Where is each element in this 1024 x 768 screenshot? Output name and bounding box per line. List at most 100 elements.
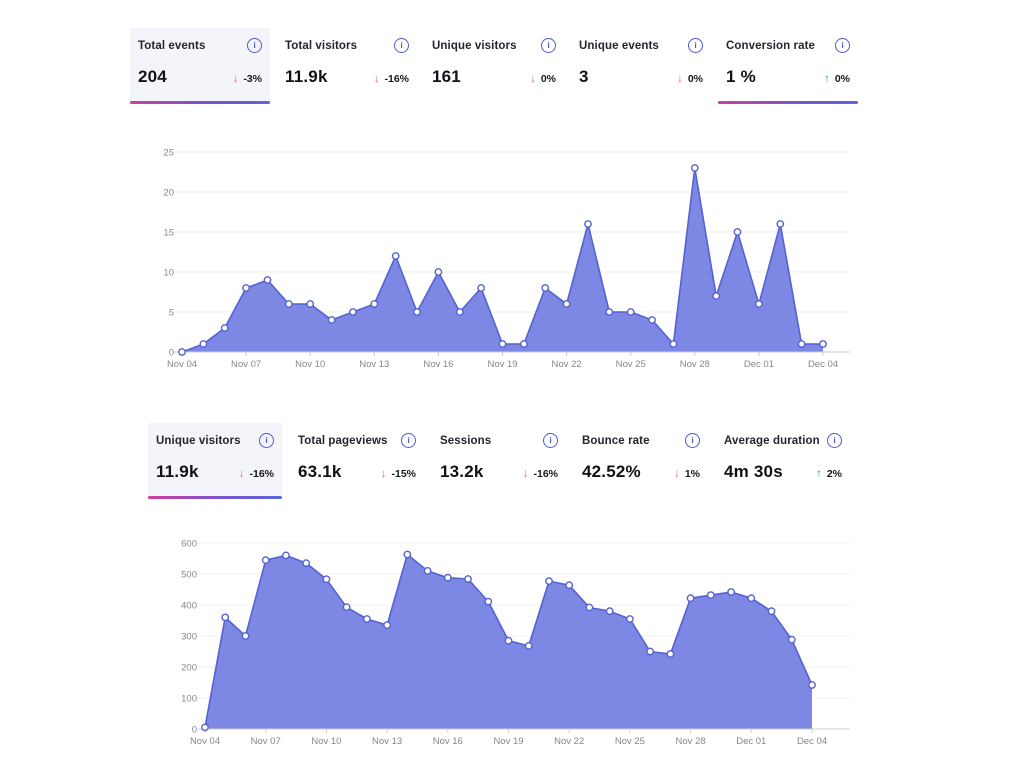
metric-label: Sessions	[440, 434, 492, 447]
arrow-down-icon: ↓	[674, 468, 680, 480]
svg-text:Nov 22: Nov 22	[552, 359, 582, 370]
info-icon[interactable]: i	[247, 38, 262, 53]
info-icon[interactable]: i	[394, 38, 409, 53]
arrow-down-icon: ↓	[232, 73, 239, 85]
svg-text:Nov 19: Nov 19	[487, 359, 517, 370]
svg-text:500: 500	[181, 570, 197, 581]
metric-card-conversion-rate[interactable]: Conversion rate i 1 % ↑ 0%	[718, 28, 858, 104]
svg-text:Nov 10: Nov 10	[311, 736, 341, 747]
svg-text:Nov 19: Nov 19	[493, 736, 523, 747]
arrow-down-icon: ↓	[522, 468, 529, 480]
metric-value: 11.9k	[285, 67, 328, 86]
metric-card-total-pageviews[interactable]: Total pageviews i 63.1k ↓ -15%	[290, 423, 424, 499]
metric-label: Conversion rate	[726, 39, 816, 52]
metric-card-total-events[interactable]: Total events i 204 ↓ -3%	[130, 28, 270, 104]
info-icon[interactable]: i	[827, 433, 842, 448]
svg-text:25: 25	[163, 148, 174, 159]
bottom-metrics-row: Unique visitors i 11.9k ↓ -16% Total pag…	[148, 423, 850, 499]
info-icon[interactable]: i	[688, 38, 703, 53]
metric-trend: ↓ -15%	[381, 468, 416, 480]
metric-value: 161	[432, 67, 461, 86]
svg-text:Nov 28: Nov 28	[676, 736, 706, 747]
trend-percent: -15%	[391, 468, 416, 480]
svg-text:0: 0	[192, 725, 197, 736]
svg-text:Dec 04: Dec 04	[808, 359, 838, 370]
metric-label: Average duration	[724, 434, 820, 447]
svg-text:Nov 13: Nov 13	[372, 736, 402, 747]
arrow-down-icon: ↓	[373, 73, 380, 85]
arrow-up-icon: ↑	[816, 468, 822, 480]
metric-card-total-visitors[interactable]: Total visitors i 11.9k ↓ -16%	[277, 28, 417, 104]
arrow-down-icon: ↓	[530, 73, 536, 85]
svg-text:Nov 16: Nov 16	[423, 359, 453, 370]
svg-text:Nov 28: Nov 28	[680, 359, 710, 370]
svg-text:Nov 25: Nov 25	[615, 736, 645, 747]
info-icon[interactable]: i	[541, 38, 556, 53]
metric-trend: ↑ 2%	[816, 468, 842, 480]
metric-trend: ↓ -16%	[523, 468, 558, 480]
metric-card-bounce-rate[interactable]: Bounce rate i 42.52% ↓ 1%	[574, 423, 708, 499]
info-icon[interactable]: i	[835, 38, 850, 53]
svg-text:100: 100	[181, 694, 197, 705]
metric-label: Unique events	[579, 39, 659, 52]
metric-label: Bounce rate	[582, 434, 650, 447]
trend-percent: -16%	[533, 468, 558, 480]
metric-label: Unique visitors	[156, 434, 241, 447]
metric-value: 3	[579, 67, 589, 86]
metric-value: 11.9k	[156, 462, 199, 481]
trend-percent: 0%	[540, 73, 556, 85]
svg-text:Nov 04: Nov 04	[190, 736, 220, 747]
trend-percent: -16%	[249, 468, 274, 480]
trend-percent: 2%	[826, 468, 842, 480]
metric-value: 204	[138, 67, 167, 86]
svg-text:Nov 04: Nov 04	[167, 359, 197, 370]
metric-label: Total pageviews	[298, 434, 388, 447]
arrow-down-icon: ↓	[677, 73, 683, 85]
metric-card-unique-visitors-bottom[interactable]: Unique visitors i 11.9k ↓ -16%	[148, 423, 282, 499]
top-metrics-row: Total events i 204 ↓ -3% Total visitors …	[130, 28, 858, 104]
metric-value: 42.52%	[582, 462, 641, 481]
svg-text:600: 600	[181, 539, 197, 550]
svg-text:Nov 16: Nov 16	[433, 736, 463, 747]
metric-label: Total events	[138, 39, 206, 52]
metric-card-average-duration[interactable]: Average duration i 4m 30s ↑ 2%	[716, 423, 850, 499]
info-icon[interactable]: i	[259, 433, 274, 448]
arrow-down-icon: ↓	[380, 468, 387, 480]
svg-text:Nov 10: Nov 10	[295, 359, 325, 370]
metric-trend: ↓ 0%	[530, 73, 556, 85]
selected-accent-bar	[718, 101, 858, 104]
metric-value: 4m 30s	[724, 462, 783, 481]
svg-text:Nov 25: Nov 25	[616, 359, 646, 370]
svg-text:Nov 13: Nov 13	[359, 359, 389, 370]
trend-percent: 1%	[684, 468, 700, 480]
svg-text:Nov 07: Nov 07	[251, 736, 281, 747]
svg-text:0: 0	[169, 348, 174, 359]
metric-card-unique-events[interactable]: Unique events i 3 ↓ 0%	[571, 28, 711, 104]
metric-label: Unique visitors	[432, 39, 517, 52]
svg-text:300: 300	[181, 632, 197, 643]
events-area-chart[interactable]: 0 5 10 15 20 25 Nov 04 Nov 07 Nov 10 Nov 13 Nov 16…	[150, 140, 860, 372]
metric-trend: ↓ 0%	[677, 73, 703, 85]
info-icon[interactable]: i	[401, 433, 416, 448]
metric-value: 1 %	[726, 67, 756, 86]
svg-text:200: 200	[181, 663, 197, 674]
info-icon[interactable]: i	[685, 433, 700, 448]
selected-accent-bar	[148, 496, 282, 499]
trend-percent: 0%	[834, 73, 850, 85]
metric-trend: ↓ -3%	[233, 73, 262, 85]
metric-card-sessions[interactable]: Sessions i 13.2k ↓ -16%	[432, 423, 566, 499]
metric-card-unique-visitors[interactable]: Unique visitors i 161 ↓ 0%	[424, 28, 564, 104]
trend-percent: -16%	[384, 73, 409, 85]
metric-trend: ↓ 1%	[674, 468, 700, 480]
arrow-down-icon: ↓	[238, 468, 245, 480]
metric-value: 63.1k	[298, 462, 342, 481]
svg-text:Nov 07: Nov 07	[231, 359, 261, 370]
info-icon[interactable]: i	[543, 433, 558, 448]
svg-text:Dec 01: Dec 01	[744, 359, 774, 370]
visitors-area-chart[interactable]: 0 100 200 300 400 500 600 Nov 04 Nov 07 Nov 10 Nov…	[170, 528, 870, 760]
trend-percent: -3%	[243, 73, 262, 85]
metric-trend: ↓ -16%	[374, 73, 409, 85]
svg-text:Dec 04: Dec 04	[797, 736, 827, 747]
svg-text:400: 400	[181, 601, 197, 612]
